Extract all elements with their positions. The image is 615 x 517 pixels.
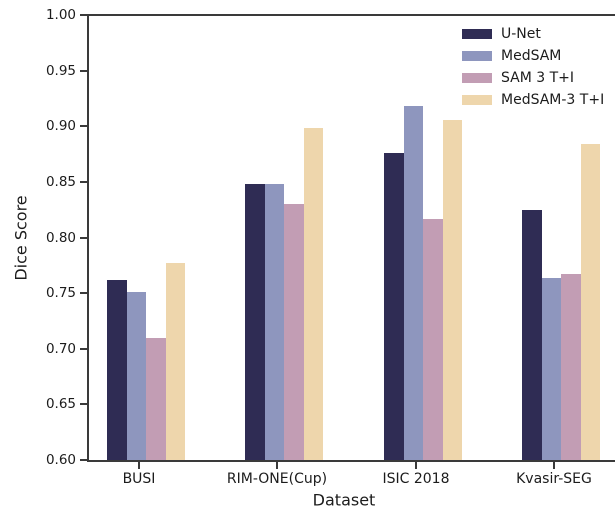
legend-label: MedSAM-3 T+I	[501, 92, 605, 108]
x-tick-mark	[553, 462, 555, 469]
legend-label: MedSAM	[501, 48, 562, 64]
bar-medsam-3-t-i-busi	[165, 263, 185, 460]
bar-medsam-rim-one-cup	[264, 184, 284, 460]
bar-medsam-busi	[126, 292, 146, 460]
x-tick-label-isic-2018: ISIC 2018	[382, 471, 450, 487]
bar-medsam-kvasir-seg	[541, 277, 561, 460]
y-tick-mark	[80, 459, 87, 461]
bottom-spine	[87, 460, 615, 462]
y-tick-label: 0.90	[45, 118, 76, 135]
y-tick-label: 0.65	[45, 396, 76, 413]
x-tick-mark	[415, 462, 417, 469]
y-tick-mark	[80, 403, 87, 406]
y-tick-label: 0.80	[45, 229, 76, 246]
legend-item-medsam-3-t-i: MedSAM-3 T+I	[462, 92, 604, 108]
y-axis-label: Dice Score	[11, 195, 31, 281]
x-tick-label-rim-one-cup: RIM-ONE(Cup)	[226, 471, 328, 487]
left-spine	[87, 14, 89, 462]
x-tick-mark	[276, 462, 278, 469]
legend-label: U-Net	[501, 26, 541, 42]
bar-medsam-3-t-i-isic-2018	[442, 119, 462, 460]
bar-medsam-3-t-i-rim-one-cup	[303, 128, 323, 460]
legend-item-u-net: U-Net	[462, 26, 541, 42]
legend-item-sam-3-t-i: SAM 3 T+I	[462, 70, 574, 86]
legend-swatch-u-net	[462, 29, 492, 39]
y-tick-mark	[80, 125, 87, 128]
bar-u-net-busi	[107, 279, 127, 460]
x-tick-mark	[138, 462, 140, 469]
y-tick-label: 0.60	[45, 452, 76, 468]
bar-sam-3-t-i-rim-one-cup	[284, 204, 304, 460]
legend-label: SAM 3 T+I	[501, 70, 575, 86]
y-tick-mark	[80, 236, 87, 239]
y-tick-label: 1.00	[45, 7, 76, 23]
y-tick-label: 0.75	[45, 285, 76, 302]
bar-medsam-isic-2018	[403, 106, 423, 460]
y-tick-mark	[80, 347, 87, 350]
y-tick-label: 0.95	[45, 62, 76, 79]
x-axis-label: Dataset	[312, 490, 376, 510]
bar-u-net-isic-2018	[384, 152, 404, 460]
y-tick-mark	[80, 292, 87, 295]
bar-u-net-rim-one-cup	[245, 184, 265, 460]
y-tick-mark	[80, 69, 87, 72]
y-tick-label: 0.70	[45, 340, 76, 357]
y-tick-label: 0.85	[45, 173, 76, 190]
bar-sam-3-t-i-kvasir-seg	[561, 274, 581, 460]
x-tick-label-kvasir-seg: Kvasir-SEG	[516, 471, 592, 487]
x-tick-label-busi: BUSI	[122, 471, 156, 487]
y-tick-mark	[80, 180, 87, 183]
legend-swatch-sam-3-t-i	[462, 73, 492, 83]
bar-sam-3-t-i-isic-2018	[423, 218, 443, 460]
bar-sam-3-t-i-busi	[146, 337, 166, 460]
top-spine	[87, 14, 615, 16]
legend-item-medsam: MedSAM	[462, 48, 561, 64]
bar-medsam-3-t-i-kvasir-seg	[580, 144, 600, 460]
y-tick-mark	[80, 14, 87, 16]
legend-swatch-medsam-3-t-i	[462, 95, 492, 105]
bar-u-net-kvasir-seg	[522, 209, 542, 460]
legend-swatch-medsam	[462, 51, 492, 61]
